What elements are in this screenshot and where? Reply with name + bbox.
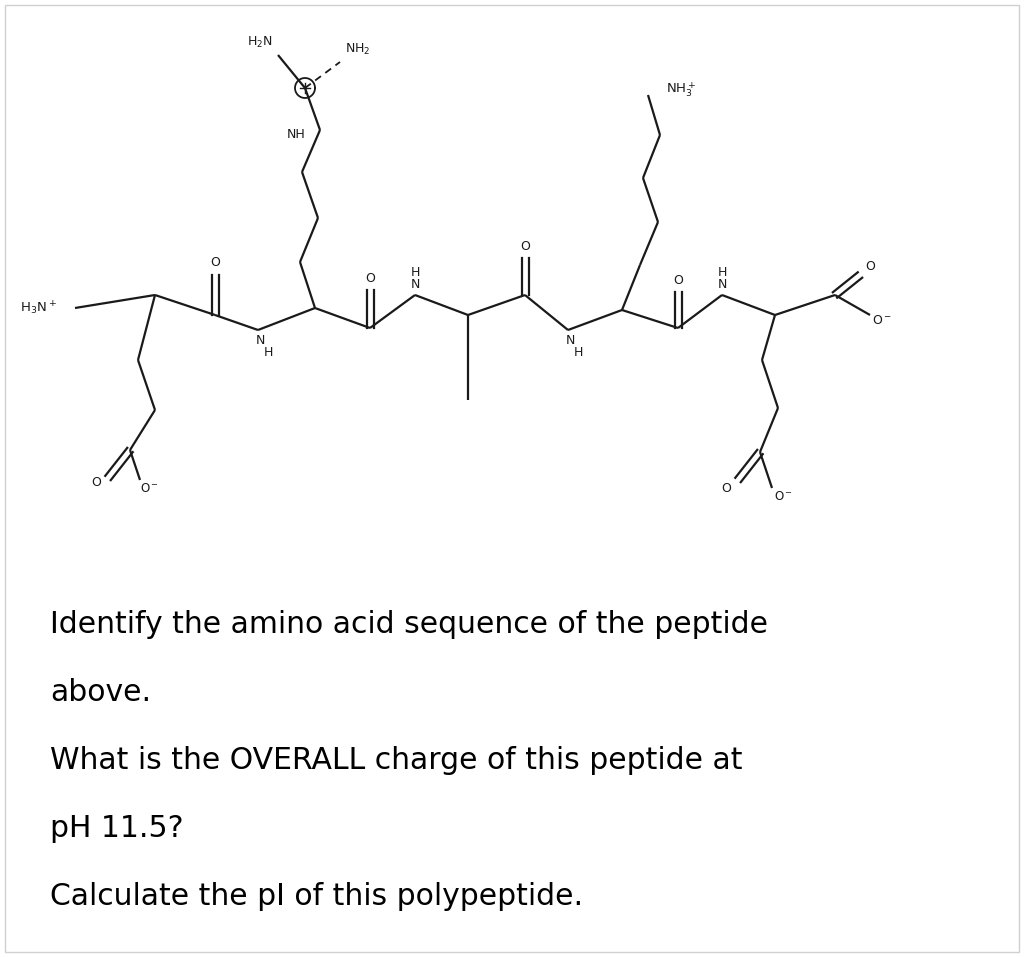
Text: H: H [411, 266, 420, 279]
Text: H: H [263, 345, 272, 359]
Text: What is the OVERALL charge of this peptide at: What is the OVERALL charge of this pepti… [50, 746, 742, 775]
Text: Identify the amino acid sequence of the peptide: Identify the amino acid sequence of the … [50, 610, 768, 639]
Text: N: N [411, 278, 420, 292]
Text: $\mathregular{H_3N^+}$: $\mathregular{H_3N^+}$ [20, 300, 57, 317]
Text: O: O [673, 274, 683, 286]
Text: NH: NH [288, 127, 306, 141]
Text: O: O [91, 477, 101, 489]
Text: O$^-$: O$^-$ [774, 489, 794, 502]
Text: $\mathregular{NH_3^+}$: $\mathregular{NH_3^+}$ [666, 80, 696, 100]
Text: O: O [366, 272, 375, 284]
Text: O$^-$: O$^-$ [140, 481, 160, 495]
Text: O: O [520, 239, 530, 253]
Text: H: H [718, 266, 727, 279]
Text: Calculate the pI of this polypeptide.: Calculate the pI of this polypeptide. [50, 882, 583, 911]
Text: pH 11.5?: pH 11.5? [50, 814, 183, 843]
Text: $\mathregular{H_2N}$: $\mathregular{H_2N}$ [248, 34, 273, 50]
Text: above.: above. [50, 678, 152, 707]
Text: O$^-$: O$^-$ [872, 314, 892, 326]
Text: $\mathregular{NH_2}$: $\mathregular{NH_2}$ [345, 41, 371, 56]
Text: H: H [573, 345, 583, 359]
Text: N: N [255, 333, 264, 346]
Text: N: N [565, 333, 574, 346]
Text: O: O [210, 256, 220, 270]
Text: O: O [865, 260, 874, 274]
Text: N: N [718, 278, 727, 292]
Text: O: O [721, 481, 731, 495]
